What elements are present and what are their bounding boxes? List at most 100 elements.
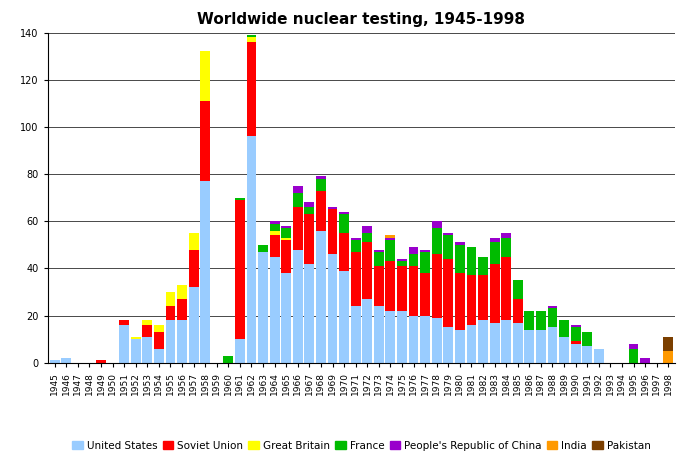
Bar — [455, 245, 464, 273]
Bar — [629, 349, 638, 363]
Bar — [281, 238, 291, 240]
Bar — [339, 214, 349, 233]
Bar — [269, 224, 280, 231]
Bar — [351, 306, 361, 363]
Bar — [548, 327, 557, 363]
Bar — [385, 235, 396, 238]
Bar — [339, 233, 349, 271]
Bar — [432, 254, 442, 318]
Bar — [582, 346, 592, 363]
Bar — [571, 325, 580, 327]
Bar — [374, 266, 384, 306]
Bar — [201, 52, 210, 101]
Bar — [247, 42, 256, 136]
Bar — [443, 259, 454, 327]
Bar — [594, 349, 604, 363]
Bar — [224, 356, 233, 363]
Bar — [478, 275, 488, 320]
Bar — [189, 250, 198, 287]
Bar — [455, 242, 464, 245]
Bar — [443, 327, 454, 363]
Bar — [316, 191, 326, 231]
Bar — [490, 238, 499, 242]
Bar — [409, 266, 419, 316]
Title: Worldwide nuclear testing, 1945-1998: Worldwide nuclear testing, 1945-1998 — [198, 12, 525, 27]
Bar — [571, 344, 580, 363]
Bar — [177, 285, 187, 299]
Bar — [351, 252, 361, 306]
Bar — [154, 325, 164, 332]
Bar — [293, 207, 303, 250]
Bar — [327, 254, 338, 363]
Bar — [432, 318, 442, 363]
Bar — [166, 292, 175, 306]
Bar — [432, 228, 442, 254]
Bar — [664, 351, 673, 363]
Bar — [420, 250, 430, 252]
Bar — [420, 252, 430, 273]
Bar — [548, 306, 557, 308]
Bar — [304, 214, 314, 264]
Bar — [397, 266, 407, 311]
Bar — [409, 316, 419, 363]
Bar — [166, 320, 175, 363]
Bar — [501, 233, 511, 238]
Bar — [362, 226, 372, 233]
Bar — [513, 280, 522, 299]
Bar — [154, 349, 164, 363]
Bar — [409, 254, 419, 266]
Bar — [201, 101, 210, 181]
Bar — [385, 240, 396, 261]
Bar — [490, 264, 499, 323]
Bar — [247, 37, 256, 42]
Bar — [420, 273, 430, 316]
Bar — [374, 252, 384, 266]
Bar — [177, 320, 187, 363]
Bar — [571, 341, 580, 344]
Bar — [177, 299, 187, 320]
Bar — [559, 320, 569, 337]
Bar — [351, 240, 361, 252]
Bar — [143, 320, 152, 325]
Bar — [61, 358, 71, 363]
Bar — [247, 35, 256, 37]
Bar — [501, 320, 511, 363]
Bar — [501, 238, 511, 257]
Bar — [327, 209, 338, 254]
Bar — [374, 250, 384, 252]
Bar — [316, 231, 326, 363]
Bar — [466, 247, 476, 275]
Bar — [455, 330, 464, 363]
Bar — [235, 339, 245, 363]
Bar — [548, 308, 557, 327]
Bar — [316, 176, 326, 179]
Bar — [374, 306, 384, 363]
Bar — [247, 136, 256, 363]
Bar — [466, 275, 476, 325]
Bar — [281, 240, 291, 273]
Bar — [119, 325, 129, 363]
Bar — [269, 231, 280, 235]
Bar — [339, 212, 349, 214]
Bar — [490, 323, 499, 363]
Bar — [513, 323, 522, 363]
Bar — [269, 257, 280, 363]
Bar — [432, 221, 442, 228]
Bar — [443, 235, 454, 259]
Bar — [582, 332, 592, 346]
Bar — [559, 337, 569, 363]
Bar — [339, 271, 349, 363]
Bar — [524, 330, 534, 363]
Bar — [281, 273, 291, 363]
Bar — [397, 259, 407, 261]
Bar — [490, 242, 499, 264]
Bar — [269, 221, 280, 224]
Bar — [640, 358, 650, 363]
Bar — [385, 311, 396, 363]
Bar — [201, 181, 210, 363]
Bar — [420, 316, 430, 363]
Bar — [466, 325, 476, 363]
Bar — [189, 287, 198, 363]
Bar — [281, 228, 291, 238]
Bar — [293, 193, 303, 207]
